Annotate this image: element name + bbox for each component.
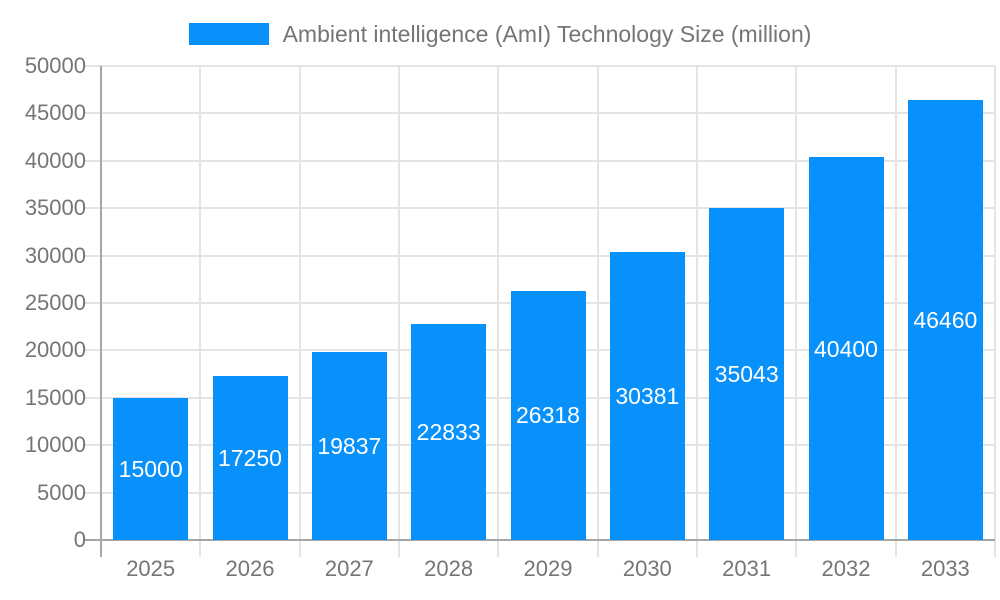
x-tick-label: 2033 (920, 556, 970, 581)
x-gridline (696, 66, 698, 557)
bar-2028[interactable] (411, 323, 487, 540)
x-gridline (398, 66, 400, 557)
x-gridline (199, 66, 202, 557)
y-gridline (83, 254, 995, 257)
y-tick-label: 20000 (24, 337, 86, 363)
x-tick-label: 2025 (126, 556, 176, 581)
y-tick-label: 45000 (24, 100, 86, 126)
bar-value-label: 30381 (615, 382, 680, 409)
bar-2029[interactable] (510, 290, 586, 540)
bar-2026[interactable] (212, 376, 288, 540)
x-gridline (994, 66, 996, 557)
legend-item[interactable]: Ambient intelligence (AmI) Technology Si… (0, 17, 1000, 51)
bar-value-label: 17250 (218, 445, 282, 472)
x-gridline (795, 66, 798, 557)
bar-value-label: 40400 (814, 335, 878, 362)
y-gridline (83, 207, 995, 210)
y-gridline (83, 159, 995, 162)
bar-value-label: 22833 (416, 418, 481, 445)
x-gridline (497, 66, 500, 557)
bar-2030[interactable] (609, 251, 685, 540)
x-tick-label: 2029 (523, 556, 573, 581)
y-tick-label: 15000 (24, 384, 86, 410)
bar-2031[interactable] (709, 207, 785, 540)
bar-2033[interactable] (907, 99, 983, 540)
bar-2027[interactable] (311, 351, 387, 540)
bar-value-label: 46460 (913, 306, 978, 333)
x-tick-label: 2028 (424, 556, 474, 581)
y-tick-label: 25000 (24, 290, 86, 315)
bar-2025[interactable] (113, 397, 189, 540)
bar-2032[interactable] (808, 157, 884, 540)
bar-value-label: 19837 (317, 432, 382, 459)
y-axis-line (100, 66, 102, 557)
legend-color-swatch-icon (188, 23, 269, 45)
y-tick-label: 40000 (24, 147, 86, 173)
bar-value-label: 26318 (516, 402, 580, 429)
plot-area: 15000 17250 19837 22833 26318 30381 35043 40400… (25, 53, 996, 581)
y-tick-label: 10000 (24, 432, 86, 458)
bar-value-label: 35043 (714, 360, 779, 387)
y-tick-label: 50000 (24, 53, 86, 78)
y-tick-label: 30000 (24, 242, 86, 268)
x-gridline (894, 66, 897, 557)
y-tick-label: 0 (73, 527, 86, 552)
y-tick-label: 5000 (37, 479, 86, 505)
bar-value-label: 15000 (118, 455, 183, 482)
x-gridline (596, 66, 599, 557)
x-tick-label: 2026 (225, 556, 275, 581)
legend-label: Ambient intelligence (AmI) Technology Si… (282, 20, 812, 47)
y-tick-label: 35000 (24, 195, 86, 221)
x-tick-label: 2027 (324, 556, 374, 581)
y-gridline (83, 65, 995, 67)
x-tick-label: 2030 (622, 556, 672, 581)
x-axis-line (83, 539, 995, 541)
x-tick-label: 2032 (821, 556, 871, 581)
x-gridline (298, 66, 301, 557)
x-tick-label: 2031 (722, 556, 772, 581)
y-gridline (83, 112, 995, 115)
